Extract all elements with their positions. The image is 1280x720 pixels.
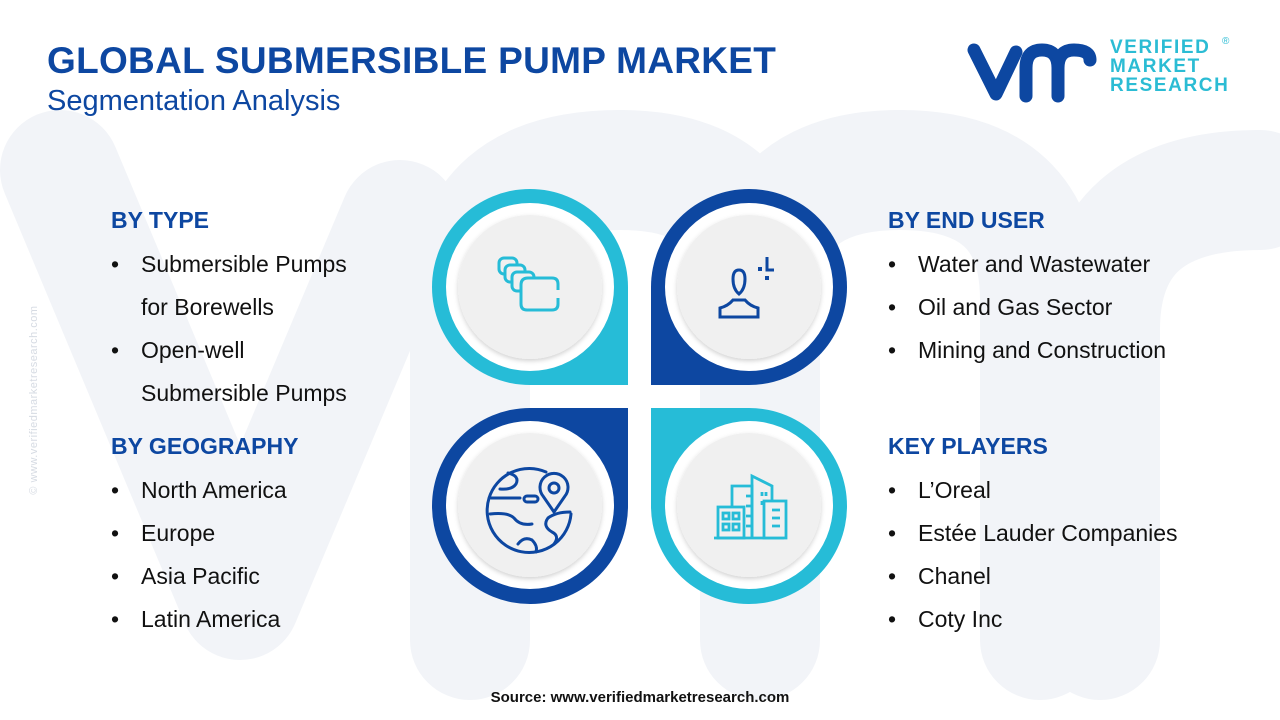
buildings-icon: [714, 473, 788, 540]
segment-by-type: BY TYPE • Submersible Pumps for Borewell…: [111, 206, 347, 415]
bullet: •: [111, 337, 120, 363]
registered-mark: ®: [1222, 36, 1230, 47]
segmentation-petal-diagram: [432, 189, 847, 604]
bullet: •: [888, 477, 897, 503]
bullet: •: [888, 563, 897, 589]
list-item: • Estée Lauder Companies: [888, 512, 1178, 555]
list-item: • Coty Inc: [888, 598, 1178, 641]
segment-list: • L’Oreal • Estée Lauder Companies • Chanel…: [888, 469, 1178, 641]
bullet: •: [111, 520, 120, 546]
stacked-modules-icon: [497, 256, 560, 312]
logo-line-research: RESEARCH: [1110, 75, 1230, 96]
segment-title: KEY PLAYERS: [888, 433, 1048, 459]
list-item: • Europe: [111, 512, 298, 555]
logo-wordmark: VERIFIED MARKET RESEARCH: [1110, 38, 1229, 95]
bullet: •: [888, 520, 897, 546]
segment-list: • North America • Europe • Asia Pacific • La…: [111, 469, 298, 641]
list-item: • Submersible Pumps for Borewells: [111, 243, 347, 329]
list-item: • Asia Pacific: [111, 555, 298, 598]
bullet: •: [111, 606, 120, 632]
list-item: • Open-well Submersible Pumps: [111, 329, 347, 415]
bullet: •: [888, 606, 897, 632]
header: GLOBAL SUBMERSIBLE PUMP MARKET Segmentat…: [47, 40, 776, 118]
segment-list: • Water and Wastewater • Oil and Gas Secto…: [888, 243, 1166, 372]
list-item: • North America: [111, 469, 298, 512]
bullet: •: [111, 563, 120, 589]
petal-by-type: [432, 189, 628, 385]
globe-location-icon: [485, 466, 573, 554]
segment-title: BY TYPE: [111, 207, 209, 233]
segment-title: BY GEOGRAPHY: [111, 433, 299, 459]
bullet: •: [888, 337, 897, 363]
user-icon: [718, 257, 774, 319]
list-item: • Latin America: [111, 598, 298, 641]
logo-line-market: MARKET: [1110, 56, 1201, 77]
page-title: GLOBAL SUBMERSIBLE PUMP MARKET: [47, 40, 777, 81]
side-watermark: © www.verifiedmarketresearch.com: [28, 305, 40, 495]
petal-by-geography: [432, 408, 629, 604]
list-item: • Chanel: [888, 555, 1178, 598]
segment-key-players: KEY PLAYERS • L’Oreal • Estée Lauder Compa…: [888, 432, 1178, 641]
segment-title: BY END USER: [888, 207, 1045, 233]
logo-line-verified: VERIFIED: [1110, 37, 1211, 58]
vmr-logo: VERIFIED MARKET RESEARCH ®: [966, 36, 1236, 104]
source-citation: Source: www.verifiedmarketresearch.com: [490, 689, 790, 706]
bullet: •: [111, 251, 120, 277]
list-item: • Oil and Gas Sector: [888, 286, 1166, 329]
petal-by-end-user: [651, 189, 847, 385]
bullet: •: [111, 477, 120, 503]
vmr-logo-mark-icon: [967, 43, 1097, 103]
segment-by-geography: BY GEOGRAPHY • North America • Europe • Asi…: [111, 432, 298, 641]
bullet: •: [888, 251, 897, 277]
list-item: • Water and Wastewater: [888, 243, 1166, 286]
segment-list: • Submersible Pumps for Borewells • Open…: [111, 243, 347, 415]
list-item: • Mining and Construction: [888, 329, 1166, 372]
page-subtitle: Segmentation Analysis: [47, 85, 341, 117]
petal-key-players: [650, 408, 847, 604]
segment-by-end-user: BY END USER • Water and Wastewater • Oil a…: [888, 206, 1166, 372]
bullet: •: [888, 294, 897, 320]
list-item: • L’Oreal: [888, 469, 1178, 512]
